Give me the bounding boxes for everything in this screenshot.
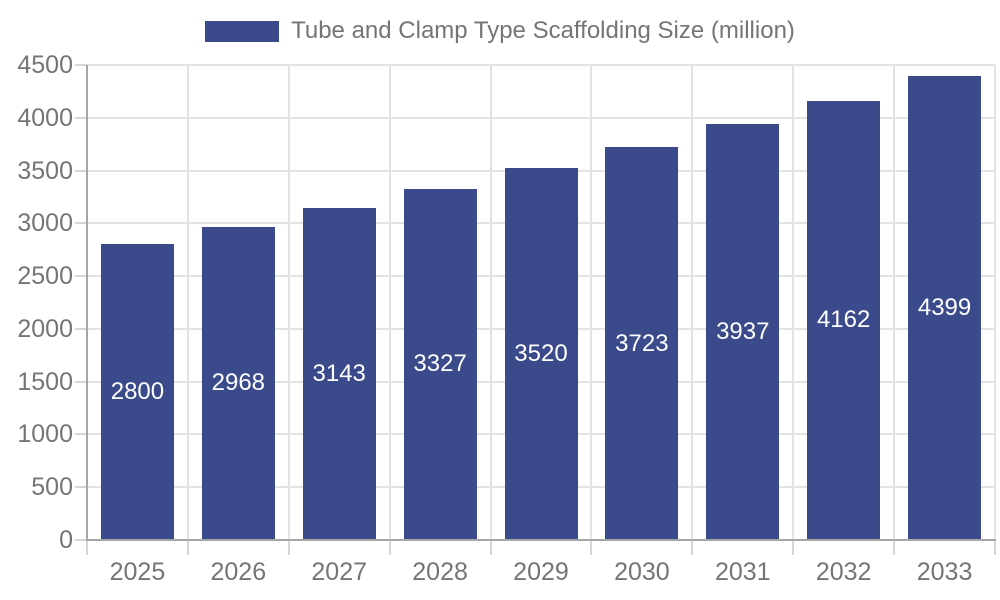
plot-area: 2800 2968 3143 3327 3520 3723 3937 4162 4399 <box>87 64 996 540</box>
x-axis-tick <box>388 540 391 555</box>
x-tick-label: 2028 <box>412 558 468 586</box>
x-tick-label: 2032 <box>815 558 872 586</box>
x-tick-label: 2033 <box>916 558 973 586</box>
x-axis-line <box>86 539 996 541</box>
grid-line-v <box>691 65 694 540</box>
y-axis-tick <box>75 169 87 172</box>
grid-line-v <box>186 65 189 540</box>
y-axis-tick <box>75 327 87 330</box>
bar: 3327 <box>403 188 477 540</box>
y-tick-label: 1000 <box>17 420 73 449</box>
x-tick-label: 2027 <box>311 558 368 586</box>
bar: 3723 <box>605 147 679 540</box>
y-tick-label: 0 <box>59 526 73 554</box>
y-tick-label: 2000 <box>17 314 73 343</box>
y-tick-label: 3500 <box>17 156 73 185</box>
legend-label: Tube and Clamp Type Scaffolding Size (mi… <box>291 17 795 44</box>
y-axis-tick <box>75 64 87 66</box>
bar-value-label: 2800 <box>110 378 165 406</box>
y-axis-tick <box>75 486 87 489</box>
x-axis-tick <box>691 540 694 555</box>
grid-line-v <box>287 65 290 540</box>
grid-line-h <box>87 64 995 66</box>
x-axis-tick <box>489 540 492 555</box>
bar: 2968 <box>201 226 275 540</box>
y-axis-tick <box>75 116 87 119</box>
grid-line-v <box>792 65 795 540</box>
y-tick-label: 4000 <box>17 103 73 132</box>
bar-value-label: 4399 <box>917 293 972 321</box>
y-tick-label: 4500 <box>17 51 73 79</box>
grid-line-v <box>388 65 391 540</box>
grid-line-v <box>893 65 896 540</box>
bar: 3937 <box>706 124 780 540</box>
y-axis-line <box>86 65 88 540</box>
bar-value-label: 3937 <box>716 318 770 346</box>
y-axis-tick <box>75 222 87 225</box>
x-axis-tick <box>287 540 290 555</box>
x-axis-tick <box>186 540 189 555</box>
grid-line-v <box>590 65 593 540</box>
x-tick-label: 2030 <box>614 558 670 586</box>
x-axis-tick <box>590 540 593 555</box>
x-tick-label: 2031 <box>714 558 771 586</box>
y-axis-tick <box>75 433 87 436</box>
bar: 3143 <box>302 208 376 540</box>
bar: 4162 <box>807 100 881 540</box>
x-axis-tick <box>893 540 896 555</box>
bar: 3520 <box>504 168 578 540</box>
bar-value-label: 3143 <box>312 360 366 388</box>
bar-value-label: 4162 <box>816 306 871 334</box>
bar-value-label: 2968 <box>211 369 266 397</box>
y-tick-label: 1500 <box>17 367 73 396</box>
legend-swatch <box>205 20 280 42</box>
bar: 4399 <box>908 75 982 540</box>
bar-value-label: 3723 <box>615 329 669 357</box>
y-tick-label: 2500 <box>17 262 73 291</box>
grid-line-h <box>87 116 995 119</box>
grid-line-v <box>489 65 492 540</box>
bar-value-label: 3520 <box>514 340 568 368</box>
x-tick-label: 2026 <box>210 558 267 586</box>
bar-value-label: 3327 <box>413 350 467 378</box>
y-axis-tick <box>75 275 87 278</box>
x-axis-tick <box>86 540 88 555</box>
y-tick-label: 3000 <box>17 209 73 238</box>
x-axis-tick <box>994 540 996 555</box>
x-tick-label: 2025 <box>109 558 166 586</box>
grid-line-v <box>994 65 996 540</box>
y-axis-tick <box>75 380 87 383</box>
chart-legend: Tube and Clamp Type Scaffolding Size (mi… <box>0 14 1000 48</box>
x-axis-tick <box>792 540 795 555</box>
bar: 2800 <box>100 244 174 540</box>
y-tick-label: 500 <box>31 473 73 502</box>
y-axis-tick <box>75 539 87 541</box>
x-tick-label: 2029 <box>513 558 569 586</box>
